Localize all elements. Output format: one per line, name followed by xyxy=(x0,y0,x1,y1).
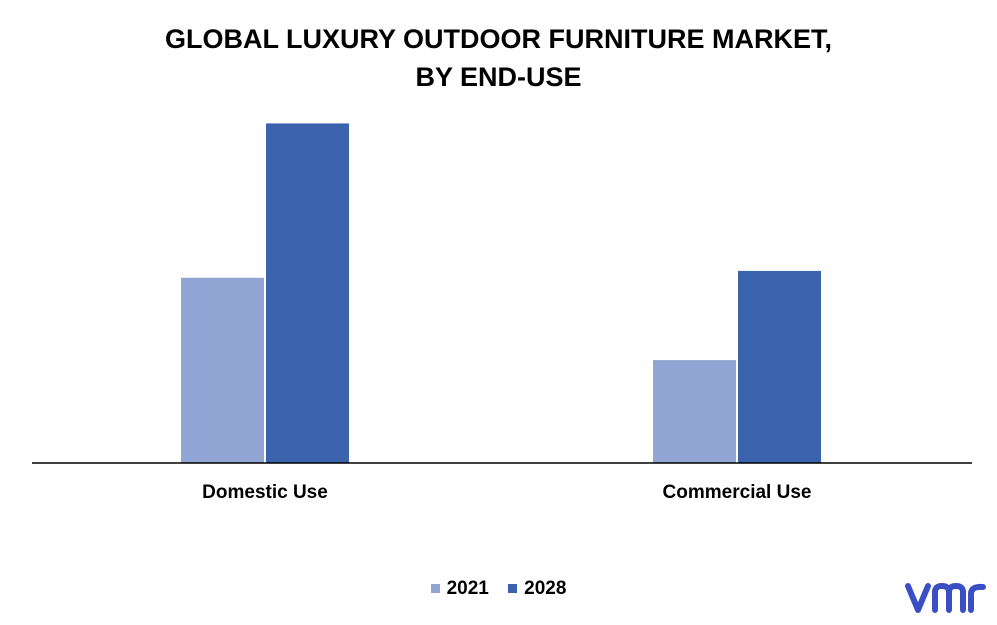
x-tick-label-domestic-use: Domestic Use xyxy=(202,482,328,503)
bars-group xyxy=(181,123,821,464)
legend-item-2028: 2028 xyxy=(508,578,566,600)
vmr-logo-icon xyxy=(905,582,986,613)
chart-title-line-2: BY END-USE xyxy=(415,62,582,92)
chart-title-line-1: GLOBAL LUXURY OUTDOOR FURNITURE MARKET, xyxy=(165,24,832,54)
legend-swatch-2028 xyxy=(508,584,518,593)
legend-item-2021: 2021 xyxy=(430,577,489,600)
x-tick-labels: Domestic Use Commercial Use xyxy=(202,482,811,503)
legend: 2021 2028 xyxy=(0,577,997,600)
legend-swatch-2021 xyxy=(430,584,440,593)
bar-domestic-use-2028 xyxy=(266,123,349,464)
bar-domestic-use-2021 xyxy=(181,277,264,463)
bar-commercial-use-2028 xyxy=(738,270,821,463)
legend-label-2021: 2021 xyxy=(446,577,489,599)
chart-title: GLOBAL LUXURY OUTDOOR FURNITURE MARKET, … xyxy=(0,20,997,96)
legend-label-2028: 2028 xyxy=(524,577,567,599)
x-tick-label-commercial-use: Commercial Use xyxy=(663,482,812,503)
bar-commercial-use-2021 xyxy=(653,360,736,463)
